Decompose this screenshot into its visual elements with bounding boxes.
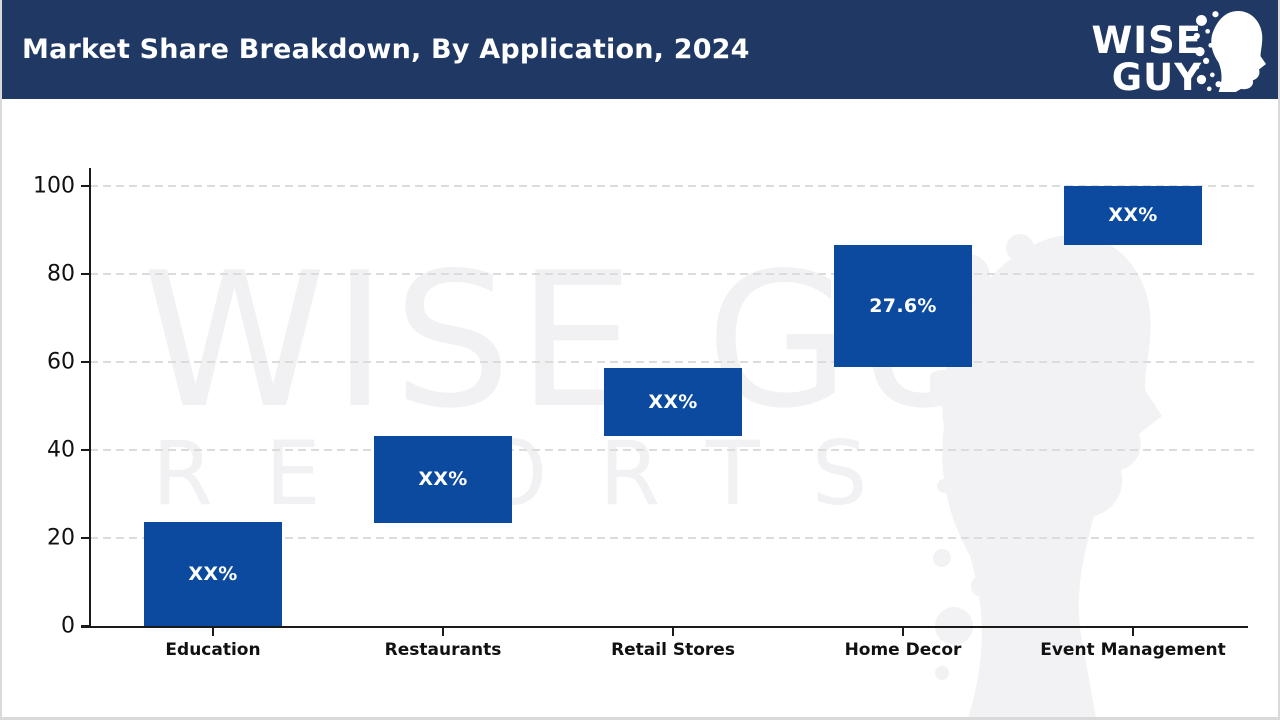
y-gridline [90, 185, 1254, 187]
bar-value-label: XX% [188, 563, 238, 586]
bar-education: XX% [144, 522, 282, 626]
y-axis-tick-label: 100 [33, 173, 75, 199]
brand-subname: REPORTS [1060, 99, 1210, 115]
brand-name: WISE GUY [1091, 19, 1202, 99]
y-gridline [90, 361, 1254, 363]
bar-value-label: 27.6% [869, 295, 937, 318]
x-axis-category-label: Retail Stores [611, 640, 735, 660]
x-axis-tick [672, 628, 674, 636]
bar-value-label: XX% [648, 390, 698, 413]
brand-logo-text: WISE GUY REPORTS [1018, 22, 1202, 115]
brand-head-icon [1193, 11, 1266, 92]
bar-value-label: XX% [1108, 204, 1158, 227]
y-axis-tick-label: 20 [47, 525, 75, 551]
x-axis-category-label: Restaurants [384, 640, 502, 660]
x-axis-category-label: Home Decor [844, 640, 962, 660]
y-gridline [90, 273, 1254, 275]
x-axis-tick [212, 628, 214, 636]
y-axis-tick-label: 0 [61, 613, 75, 639]
bar-value-label: XX% [418, 468, 468, 491]
bar-home-decor: 27.6% [834, 245, 972, 367]
y-axis-tick [81, 185, 90, 187]
y-axis-tick-label: 40 [47, 437, 75, 463]
y-axis-tick [81, 273, 90, 275]
y-axis-tick [81, 537, 90, 539]
brand-logo: WISE GUY REPORTS [1018, 6, 1270, 115]
page-title: Market Share Breakdown, By Application, … [22, 34, 750, 65]
y-gridline [90, 537, 1254, 539]
y-axis-tick [81, 361, 90, 363]
x-axis-tick [1132, 628, 1134, 636]
x-axis-category-label: Event Management [1040, 640, 1226, 660]
bar-event-management: XX% [1064, 186, 1202, 245]
y-axis-tick [81, 449, 90, 451]
bar-retail-stores: XX% [604, 367, 742, 436]
y-gridline [90, 449, 1254, 451]
y-axis-tick-label: 60 [47, 349, 75, 375]
y-axis-tick-label: 80 [47, 261, 75, 287]
header-bar: Market Share Breakdown, By Application, … [2, 0, 1278, 115]
x-axis-category-label: Education [165, 640, 261, 660]
x-axis-line [81, 626, 1248, 628]
y-axis-line [89, 168, 91, 628]
x-axis-tick [902, 628, 904, 636]
watermark-text-reports: REPORTS [152, 422, 920, 525]
bar-restaurants: XX% [374, 435, 512, 524]
x-axis-tick [442, 628, 444, 636]
